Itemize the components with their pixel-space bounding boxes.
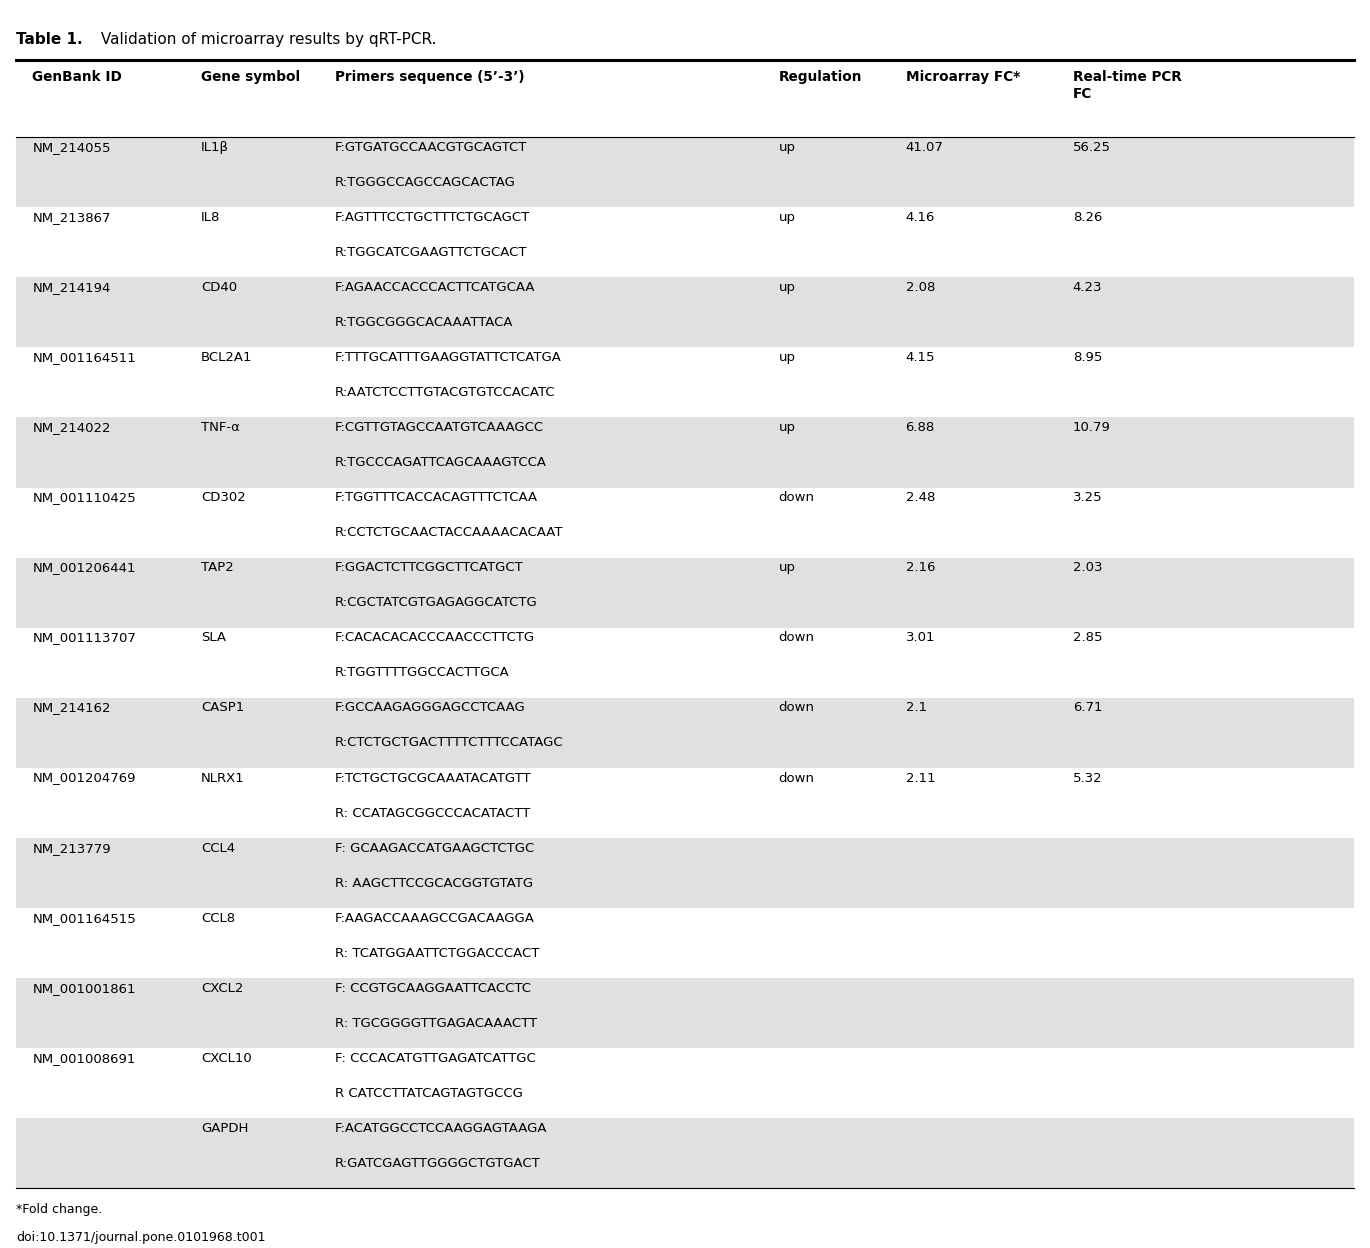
Text: NM_001164511: NM_001164511 <box>33 351 136 364</box>
Text: 6.88: 6.88 <box>906 422 934 434</box>
Text: 56.25: 56.25 <box>1073 141 1111 154</box>
Text: BCL2A1: BCL2A1 <box>201 351 252 364</box>
Text: 8.26: 8.26 <box>1073 211 1101 225</box>
Text: IL1β: IL1β <box>201 141 229 154</box>
Text: Microarray FC*: Microarray FC* <box>906 70 1019 84</box>
Text: 2.03: 2.03 <box>1073 562 1103 574</box>
Text: CCL4: CCL4 <box>201 841 236 855</box>
Text: NM_214055: NM_214055 <box>33 141 111 154</box>
Text: F:TGGTTTCACCACAGTTTCTCAA: F:TGGTTTCACCACAGTTTCTCAA <box>334 492 538 504</box>
Text: 4.16: 4.16 <box>906 211 934 225</box>
Text: R:TGGGCCAGCCAGCACTAG: R:TGGGCCAGCCAGCACTAG <box>334 176 515 188</box>
Text: TNF-α: TNF-α <box>201 422 240 434</box>
Text: R:TGGCGGGCACAAATTACA: R:TGGCGGGCACAAATTACA <box>334 316 514 329</box>
Text: Regulation: Regulation <box>778 70 862 84</box>
Text: up: up <box>778 351 796 364</box>
Text: SLA: SLA <box>201 631 226 644</box>
Text: F:ACATGGCCTCCAAGGAGTAAGA: F:ACATGGCCTCCAAGGAGTAAGA <box>334 1122 547 1134</box>
Text: 4.23: 4.23 <box>1073 281 1103 295</box>
Text: CXCL10: CXCL10 <box>201 1052 252 1065</box>
Text: F:AGTTTCCTGCTTTCTGCAGCT: F:AGTTTCCTGCTTTCTGCAGCT <box>334 211 530 225</box>
Text: R: TCATGGAATTCTGGACCCACT: R: TCATGGAATTCTGGACCCACT <box>334 947 538 960</box>
Text: F:CGTTGTAGCCAATGTCAAAGCC: F:CGTTGTAGCCAATGTCAAAGCC <box>334 422 544 434</box>
Text: R:CTCTGCTGACTTTTCTTTCCATAGC: R:CTCTGCTGACTTTTCTTTCCATAGC <box>334 736 563 750</box>
Text: CASP1: CASP1 <box>201 701 244 714</box>
Text: CD40: CD40 <box>201 281 237 295</box>
Text: GenBank ID: GenBank ID <box>33 70 122 84</box>
Text: NM_001164515: NM_001164515 <box>33 911 136 925</box>
Text: Primers sequence (5’-3’): Primers sequence (5’-3’) <box>334 70 525 84</box>
Text: *Fold change.: *Fold change. <box>16 1203 103 1216</box>
Text: NM_214022: NM_214022 <box>33 422 111 434</box>
Text: R:TGCCCAGATTCAGCAAAGTCCA: R:TGCCCAGATTCAGCAAAGTCCA <box>334 457 547 469</box>
Text: Gene symbol: Gene symbol <box>201 70 300 84</box>
Text: 6.71: 6.71 <box>1073 701 1103 714</box>
Text: 2.11: 2.11 <box>906 771 936 785</box>
Text: 3.25: 3.25 <box>1073 492 1103 504</box>
Text: down: down <box>778 771 815 785</box>
Text: 4.15: 4.15 <box>906 351 936 364</box>
Text: 5.32: 5.32 <box>1073 771 1103 785</box>
Text: F:GCCAAGAGGGAGCCTCAAG: F:GCCAAGAGGGAGCCTCAAG <box>334 701 526 714</box>
Text: NM_001001861: NM_001001861 <box>33 982 136 995</box>
Text: F: CCGTGCAAGGAATTCACCTC: F: CCGTGCAAGGAATTCACCTC <box>334 982 530 995</box>
Text: F:TCTGCTGCGCAAATACATGTT: F:TCTGCTGCGCAAATACATGTT <box>334 771 532 785</box>
Text: 2.48: 2.48 <box>906 492 934 504</box>
Text: F:GTGATGCCAACGTGCAGTCT: F:GTGATGCCAACGTGCAGTCT <box>334 141 527 154</box>
Text: R:CGCTATCGTGAGAGGCATCTG: R:CGCTATCGTGAGAGGCATCTG <box>334 597 537 609</box>
Text: NM_001008691: NM_001008691 <box>33 1052 136 1065</box>
Text: down: down <box>778 701 815 714</box>
Text: down: down <box>778 631 815 644</box>
Text: CXCL2: CXCL2 <box>201 982 244 995</box>
Text: R:AATCTCCTTGTACGTGTCCACATC: R:AATCTCCTTGTACGTGTCCACATC <box>334 386 555 399</box>
Text: F:TTTGCATTTGAAGGTATTCTCATGA: F:TTTGCATTTGAAGGTATTCTCATGA <box>334 351 562 364</box>
Text: F:CACACACACCCAACCCTTCTG: F:CACACACACCCAACCCTTCTG <box>334 631 534 644</box>
Text: 10.79: 10.79 <box>1073 422 1111 434</box>
Text: NLRX1: NLRX1 <box>201 771 245 785</box>
Text: NM_213779: NM_213779 <box>33 841 111 855</box>
Text: NM_214162: NM_214162 <box>33 701 111 714</box>
Text: R: CCATAGCGGCCCACATACTT: R: CCATAGCGGCCCACATACTT <box>334 806 530 820</box>
Text: NM_001113707: NM_001113707 <box>33 631 137 644</box>
Text: R: AAGCTTCCGCACGGTGTATG: R: AAGCTTCCGCACGGTGTATG <box>334 876 533 890</box>
Text: F:GGACTCTTCGGCTTCATGCT: F:GGACTCTTCGGCTTCATGCT <box>334 562 523 574</box>
Text: CCL8: CCL8 <box>201 911 236 925</box>
Text: NM_214194: NM_214194 <box>33 281 111 295</box>
Text: R:TGGTTTTGGCCACTTGCA: R:TGGTTTTGGCCACTTGCA <box>334 666 510 679</box>
Text: NM_213867: NM_213867 <box>33 211 111 225</box>
Text: 2.08: 2.08 <box>906 281 934 295</box>
Text: 3.01: 3.01 <box>906 631 936 644</box>
Text: Table 1.: Table 1. <box>16 32 84 47</box>
Text: NM_001206441: NM_001206441 <box>33 562 136 574</box>
Text: up: up <box>778 141 796 154</box>
Text: up: up <box>778 211 796 225</box>
Text: NM_001110425: NM_001110425 <box>33 492 136 504</box>
Text: TAP2: TAP2 <box>201 562 234 574</box>
Text: Validation of microarray results by qRT-PCR.: Validation of microarray results by qRT-… <box>96 32 437 47</box>
Text: R: TGCGGGGTTGAGACAAACTT: R: TGCGGGGTTGAGACAAACTT <box>334 1017 537 1030</box>
Text: F: GCAAGACCATGAAGCTCTGC: F: GCAAGACCATGAAGCTCTGC <box>334 841 534 855</box>
Text: GAPDH: GAPDH <box>201 1122 248 1134</box>
Text: IL8: IL8 <box>201 211 221 225</box>
Text: F:AAGACCAAAGCCGACAAGGA: F:AAGACCAAAGCCGACAAGGA <box>334 911 534 925</box>
Text: F: CCCACATGTTGAGATCATTGC: F: CCCACATGTTGAGATCATTGC <box>334 1052 536 1065</box>
Text: 41.07: 41.07 <box>906 141 944 154</box>
Text: Real-time PCR
FC: Real-time PCR FC <box>1073 70 1181 101</box>
Text: R CATCCTTATCAGTAGTGCCG: R CATCCTTATCAGTAGTGCCG <box>334 1087 522 1099</box>
Text: down: down <box>778 492 815 504</box>
Text: F:AGAACCACCCACTTCATGCAA: F:AGAACCACCCACTTCATGCAA <box>334 281 536 295</box>
Text: R:GATCGAGTTGGGGCTGTGACT: R:GATCGAGTTGGGGCTGTGACT <box>334 1157 540 1169</box>
Text: 2.85: 2.85 <box>1073 631 1103 644</box>
Text: doi:10.1371/journal.pone.0101968.t001: doi:10.1371/journal.pone.0101968.t001 <box>16 1231 266 1243</box>
Text: 2.16: 2.16 <box>906 562 936 574</box>
Text: R:CCTCTGCAACTACCAAAACACAAT: R:CCTCTGCAACTACCAAAACACAAT <box>334 527 563 539</box>
Text: up: up <box>778 281 796 295</box>
Text: CD302: CD302 <box>201 492 245 504</box>
Text: NM_001204769: NM_001204769 <box>33 771 136 785</box>
Text: 2.1: 2.1 <box>906 701 926 714</box>
Text: up: up <box>778 562 796 574</box>
Text: up: up <box>778 422 796 434</box>
Text: R:TGGCATCGAAGTTCTGCACT: R:TGGCATCGAAGTTCTGCACT <box>334 246 527 260</box>
Text: 8.95: 8.95 <box>1073 351 1101 364</box>
